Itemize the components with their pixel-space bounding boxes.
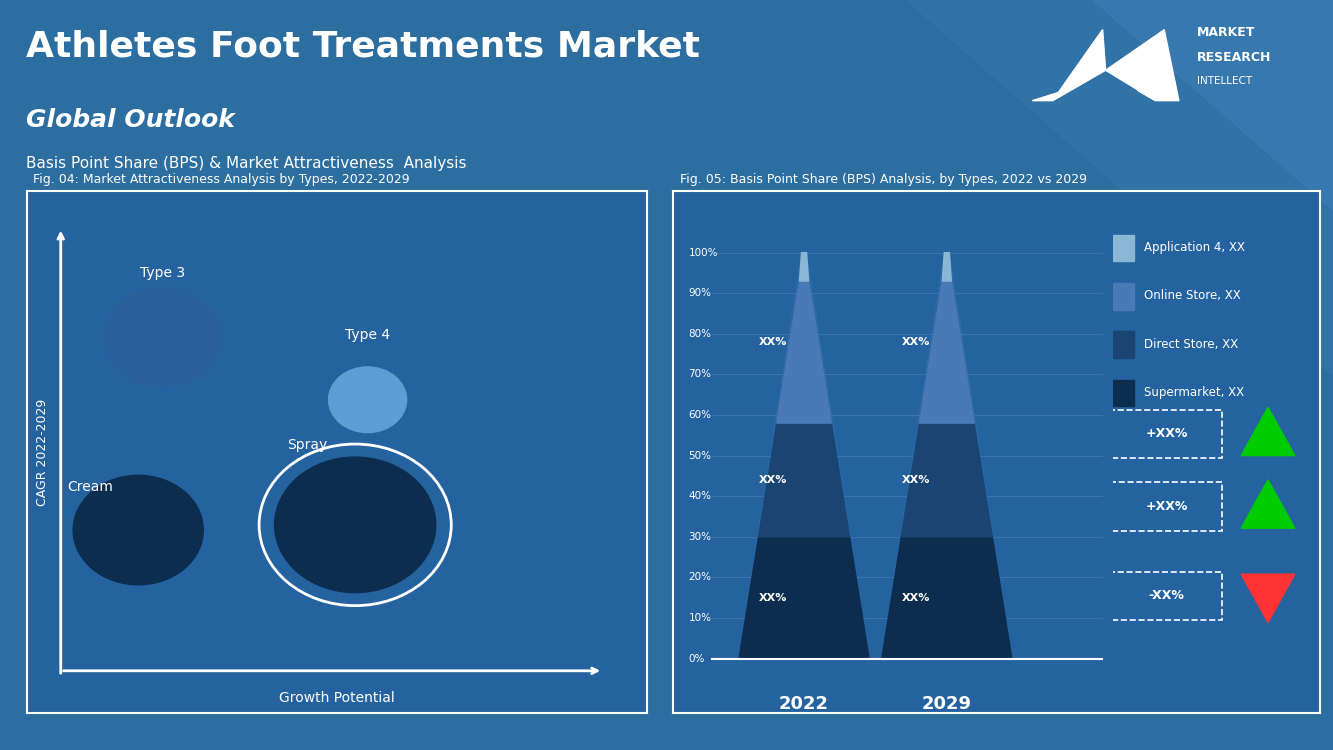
Polygon shape: [738, 537, 869, 658]
Polygon shape: [738, 253, 869, 658]
Circle shape: [275, 457, 436, 592]
Text: +XX%: +XX%: [1145, 427, 1188, 440]
Polygon shape: [1105, 30, 1164, 100]
Text: 90%: 90%: [689, 288, 712, 298]
Text: Supermarket, XX: Supermarket, XX: [1144, 386, 1244, 399]
Polygon shape: [1241, 574, 1294, 622]
Text: 100%: 100%: [689, 248, 718, 257]
Bar: [1113, 332, 1133, 358]
Text: XX%: XX%: [758, 337, 788, 347]
Polygon shape: [881, 537, 1012, 658]
Text: +XX%: +XX%: [1145, 500, 1188, 513]
Text: XX%: XX%: [901, 475, 930, 485]
Text: Type 4: Type 4: [345, 328, 391, 343]
Bar: [1113, 380, 1133, 406]
Bar: [1113, 235, 1133, 261]
Text: Fig. 04: Market Attractiveness Analysis by Types, 2022-2029: Fig. 04: Market Attractiveness Analysis …: [33, 173, 409, 186]
Polygon shape: [1138, 30, 1178, 100]
Polygon shape: [906, 0, 1333, 375]
Polygon shape: [920, 281, 974, 423]
Text: Spray: Spray: [287, 438, 327, 452]
Text: 80%: 80%: [689, 328, 712, 339]
Text: Type 3: Type 3: [140, 266, 185, 280]
Circle shape: [73, 476, 204, 585]
Text: 2029: 2029: [922, 695, 972, 713]
Text: Global Outlook: Global Outlook: [27, 108, 235, 132]
Text: Online Store, XX: Online Store, XX: [1144, 290, 1241, 302]
Text: Basis Point Share (BPS) & Market Attractiveness  Analysis: Basis Point Share (BPS) & Market Attract…: [27, 156, 467, 171]
Text: 10%: 10%: [689, 613, 712, 623]
Text: INTELLECT: INTELLECT: [1197, 76, 1252, 86]
Polygon shape: [758, 423, 849, 537]
Polygon shape: [1241, 480, 1294, 528]
Text: Fig. 05: Basis Point Share (BPS) Analysis, by Types, 2022 vs 2029: Fig. 05: Basis Point Share (BPS) Analysi…: [680, 173, 1086, 186]
Text: -XX%: -XX%: [1149, 590, 1185, 602]
Polygon shape: [777, 281, 832, 423]
Text: 60%: 60%: [689, 410, 712, 420]
Text: 40%: 40%: [689, 491, 712, 501]
Circle shape: [104, 288, 221, 387]
Bar: [1113, 283, 1133, 310]
Text: XX%: XX%: [758, 592, 788, 603]
Polygon shape: [800, 253, 809, 281]
Text: XX%: XX%: [901, 592, 930, 603]
Text: 0%: 0%: [689, 654, 705, 664]
Polygon shape: [881, 253, 1012, 658]
Text: 20%: 20%: [689, 572, 712, 583]
Polygon shape: [1241, 407, 1294, 455]
Text: XX%: XX%: [901, 337, 930, 347]
Circle shape: [328, 367, 407, 433]
Polygon shape: [901, 423, 992, 537]
Text: 30%: 30%: [689, 532, 712, 542]
Text: Direct Store, XX: Direct Store, XX: [1144, 338, 1238, 351]
Polygon shape: [1053, 30, 1105, 100]
Text: MARKET: MARKET: [1197, 26, 1254, 39]
Text: Growth Potential: Growth Potential: [279, 691, 395, 705]
Polygon shape: [942, 253, 952, 281]
Polygon shape: [1032, 30, 1102, 100]
Text: Athletes Foot Treatments Market: Athletes Foot Treatments Market: [27, 29, 700, 64]
Polygon shape: [1093, 0, 1333, 210]
Text: 70%: 70%: [689, 370, 712, 380]
Text: XX%: XX%: [758, 475, 788, 485]
Text: Application 4, XX: Application 4, XX: [1144, 241, 1245, 254]
Text: 2022: 2022: [778, 695, 829, 713]
Text: CAGR 2022-2029: CAGR 2022-2029: [36, 398, 49, 506]
Text: 50%: 50%: [689, 451, 712, 460]
Text: Cream: Cream: [67, 479, 113, 494]
Text: RESEARCH: RESEARCH: [1197, 51, 1270, 64]
